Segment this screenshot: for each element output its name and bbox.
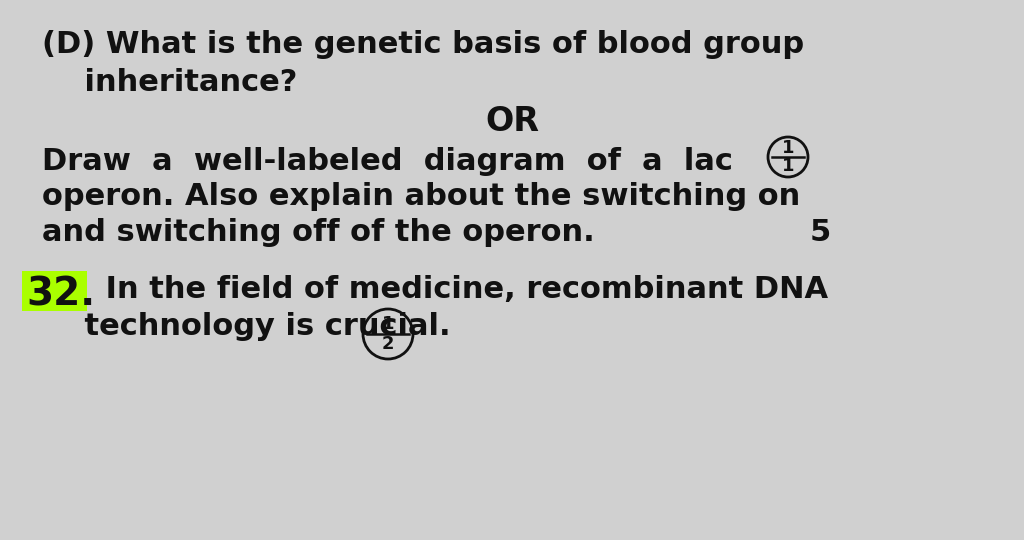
- Text: and switching off of the operon.: and switching off of the operon.: [42, 218, 595, 247]
- Text: (D) What is the genetic basis of blood group: (D) What is the genetic basis of blood g…: [42, 30, 804, 59]
- Text: 2: 2: [382, 335, 394, 353]
- Text: technology is crucial.: technology is crucial.: [42, 312, 451, 341]
- Text: 5: 5: [810, 218, 831, 247]
- Text: 1: 1: [781, 157, 795, 175]
- FancyBboxPatch shape: [22, 271, 87, 311]
- Text: OR: OR: [485, 105, 539, 138]
- Text: In ​the field of medicine, recombinant DNA: In ​the field of medicine, recombinant D…: [95, 275, 828, 304]
- Text: 1: 1: [781, 139, 795, 157]
- Text: Draw  a  well-labeled  diagram  of  a  lac: Draw a well-labeled diagram of a lac: [42, 147, 733, 176]
- Text: inheritance?: inheritance?: [42, 68, 297, 97]
- Text: operon. Also explain about the switching on: operon. Also explain about the switching…: [42, 182, 800, 211]
- Text: 32.: 32.: [26, 275, 95, 313]
- Text: 1: 1: [382, 315, 394, 333]
